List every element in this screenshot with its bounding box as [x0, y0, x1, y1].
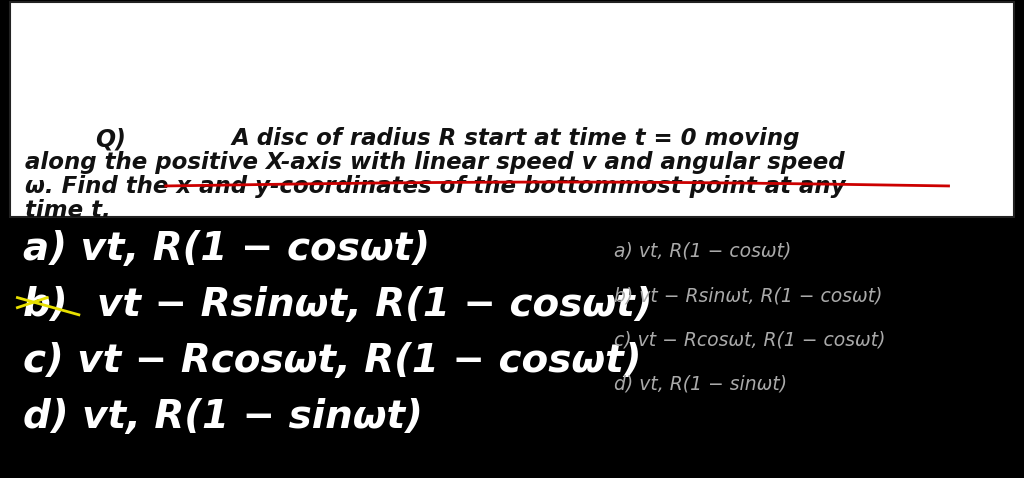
Text: b): b) — [23, 286, 69, 324]
Text: c) vt − Rcosωt, R(1 − cosωt): c) vt − Rcosωt, R(1 − cosωt) — [614, 330, 886, 349]
Text: d) vt, R(1 − sinωt): d) vt, R(1 − sinωt) — [23, 398, 423, 436]
FancyBboxPatch shape — [10, 2, 1014, 217]
Text: ω. Find the x and y-coordinates of the bottommost point at any: ω. Find the x and y-coordinates of the b… — [26, 175, 846, 198]
Text: a) vt, R(1 − cosωt): a) vt, R(1 − cosωt) — [614, 242, 792, 261]
Text: vt − Rsinωt, R(1 − cosωt): vt − Rsinωt, R(1 − cosωt) — [97, 286, 652, 324]
Text: Q): Q) — [95, 127, 126, 151]
Text: b) vt − Rsinωt, R(1 − cosωt): b) vt − Rsinωt, R(1 − cosωt) — [614, 286, 883, 305]
Text: d) vt, R(1 − sinωt): d) vt, R(1 − sinωt) — [614, 375, 787, 394]
Text: c) vt − Rcosωt, R(1 − cosωt): c) vt − Rcosωt, R(1 − cosωt) — [23, 342, 641, 380]
Text: time t.: time t. — [26, 199, 111, 222]
Text: along the positive X-axis with linear speed v and angular speed: along the positive X-axis with linear sp… — [26, 151, 845, 174]
Text: a) vt, R(1 − cosωt): a) vt, R(1 − cosωt) — [23, 230, 429, 268]
Text: A disc of radius R start at time t = 0 moving: A disc of radius R start at time t = 0 m… — [231, 127, 800, 150]
